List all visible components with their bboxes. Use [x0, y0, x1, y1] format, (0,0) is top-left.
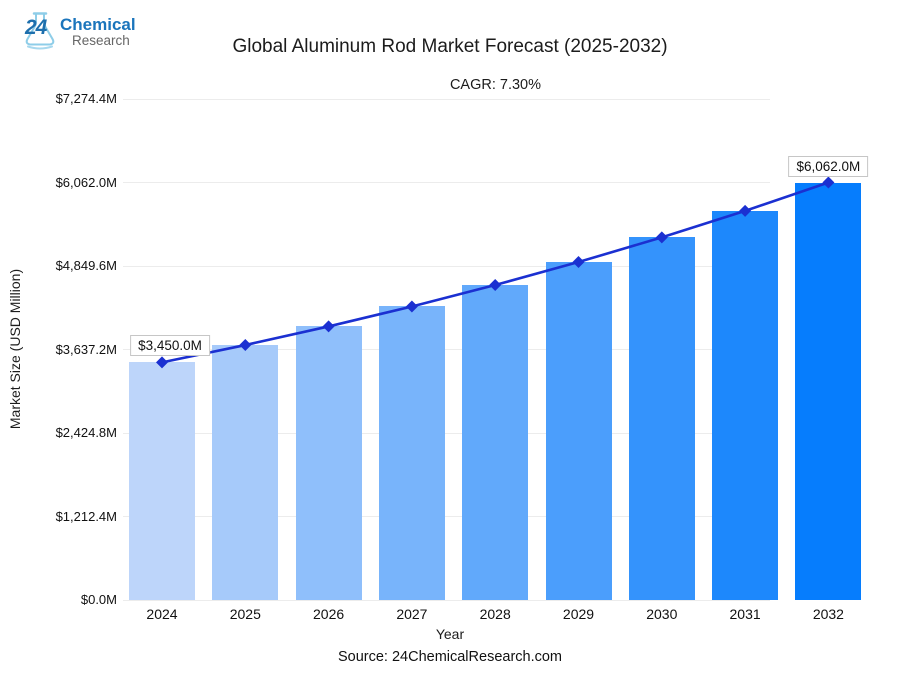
x-tick-label-2026: 2026 — [313, 606, 345, 622]
bar-2031 — [712, 210, 779, 600]
data-point-marker-2028 — [489, 279, 502, 292]
data-point-marker-2032 — [822, 176, 835, 189]
y-tick-label: $1,212.4M — [55, 508, 117, 524]
flask-icon — [25, 12, 55, 50]
data-point-marker-2024 — [156, 356, 168, 369]
x-tick-label-2027: 2027 — [396, 606, 428, 622]
bar-2029 — [545, 262, 612, 600]
data-point-marker-2027 — [405, 300, 418, 313]
plot-area: $3,450.0M $6,062.0M — [123, 98, 869, 601]
gridline — [123, 432, 770, 434]
bar-2027 — [378, 306, 445, 600]
logo-text-chemical: Chemical — [60, 15, 136, 34]
chart-title: Global Aluminum Rod Market Forecast (202… — [232, 36, 668, 57]
logo-24chemical-research: 24 Chemical Research — [22, 8, 182, 52]
y-tick-label: $6,062.0M — [55, 174, 117, 190]
chart-subtitle-cagr: CAGR: 7.30% — [449, 77, 542, 93]
gridline — [123, 182, 770, 183]
y-tick-label: $7,274.4M — [55, 91, 117, 106]
y-tick-label: $3,637.2M — [55, 341, 117, 357]
x-tick-label-2029: 2029 — [562, 606, 595, 622]
data-point-marker-2026 — [322, 320, 335, 333]
y-tick-label: $0.0M — [80, 592, 117, 607]
x-tick-label-2032: 2032 — [812, 606, 844, 622]
value-label-2032: $6,062.0M — [788, 155, 869, 177]
x-tick-label-2024: 2024 — [146, 606, 178, 622]
x-tick-label-2031: 2031 — [729, 606, 761, 622]
bar-2028 — [462, 285, 529, 600]
data-point-marker-2031 — [739, 204, 752, 217]
x-axis-title: Year — [435, 626, 465, 642]
data-point-marker-2030 — [655, 231, 668, 244]
gridline — [123, 265, 770, 267]
data-point-marker-2029 — [572, 256, 585, 269]
data-point-marker-2025 — [239, 339, 252, 352]
gridline — [123, 98, 770, 100]
gridline — [123, 599, 770, 601]
bar-2024 — [129, 362, 195, 600]
logo-text-research: Research — [72, 33, 130, 48]
y-tick-label: $4,849.6M — [55, 258, 117, 273]
x-tick-label-2025: 2025 — [229, 606, 261, 622]
bar-2030 — [628, 237, 695, 600]
gridline — [123, 349, 770, 350]
bar-2025 — [212, 345, 279, 600]
value-label-2024: $3,450.0M — [130, 335, 210, 357]
x-tick-label-2028: 2028 — [479, 606, 511, 622]
trend-line — [161, 181, 829, 364]
gridline — [123, 516, 770, 517]
source-text: Source: 24ChemicalResearch.com — [337, 649, 563, 665]
logo-number: 24 — [25, 16, 47, 39]
bar-2032 — [795, 182, 862, 600]
x-tick-label-2030: 2030 — [646, 606, 678, 622]
trend-line-layer — [156, 176, 835, 369]
bar-2026 — [295, 326, 362, 600]
y-tick-label: $2,424.8M — [55, 425, 117, 440]
